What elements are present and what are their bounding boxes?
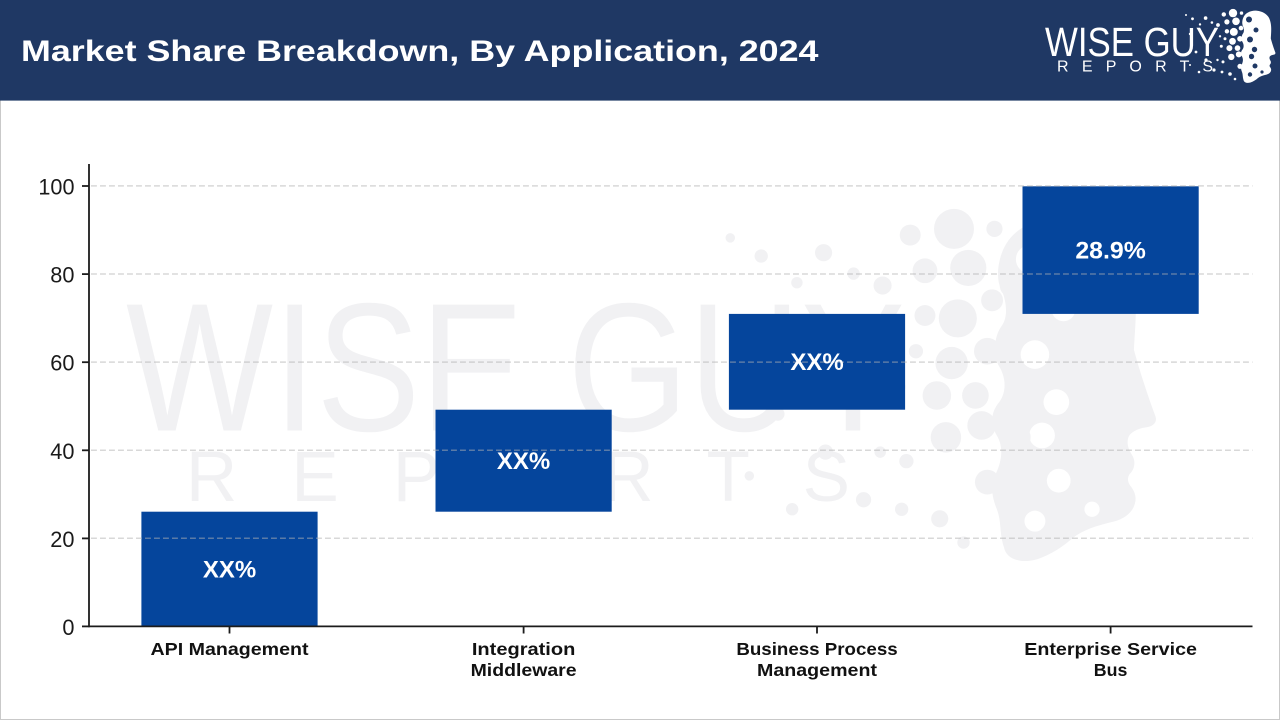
svg-text:XX%: XX% (790, 349, 843, 376)
svg-text:XX%: XX% (203, 556, 256, 583)
svg-text:40: 40 (50, 439, 74, 464)
svg-text:Bus: Bus (1094, 660, 1128, 680)
svg-text:60: 60 (50, 351, 74, 376)
svg-text:API Management: API Management (151, 639, 309, 659)
svg-text:R E P O R T S: R E P O R T S (1057, 58, 1213, 75)
svg-text:XX%: XX% (497, 448, 550, 475)
svg-text:Business Process: Business Process (736, 639, 898, 659)
svg-text:Enterprise Service: Enterprise Service (1024, 639, 1197, 659)
svg-text:Integration: Integration (472, 639, 576, 659)
svg-text:Market Share Breakdown, By App: Market Share Breakdown, By Application, … (21, 35, 819, 68)
svg-text:20: 20 (50, 527, 74, 552)
svg-text:0: 0 (62, 615, 74, 640)
svg-text:80: 80 (50, 263, 74, 288)
svg-text:Management: Management (757, 660, 877, 680)
svg-text:28.9%: 28.9% (1075, 237, 1146, 264)
svg-text:100: 100 (38, 175, 74, 200)
svg-text:Middleware: Middleware (471, 660, 577, 680)
svg-text:WISE GUY: WISE GUY (1045, 19, 1219, 65)
